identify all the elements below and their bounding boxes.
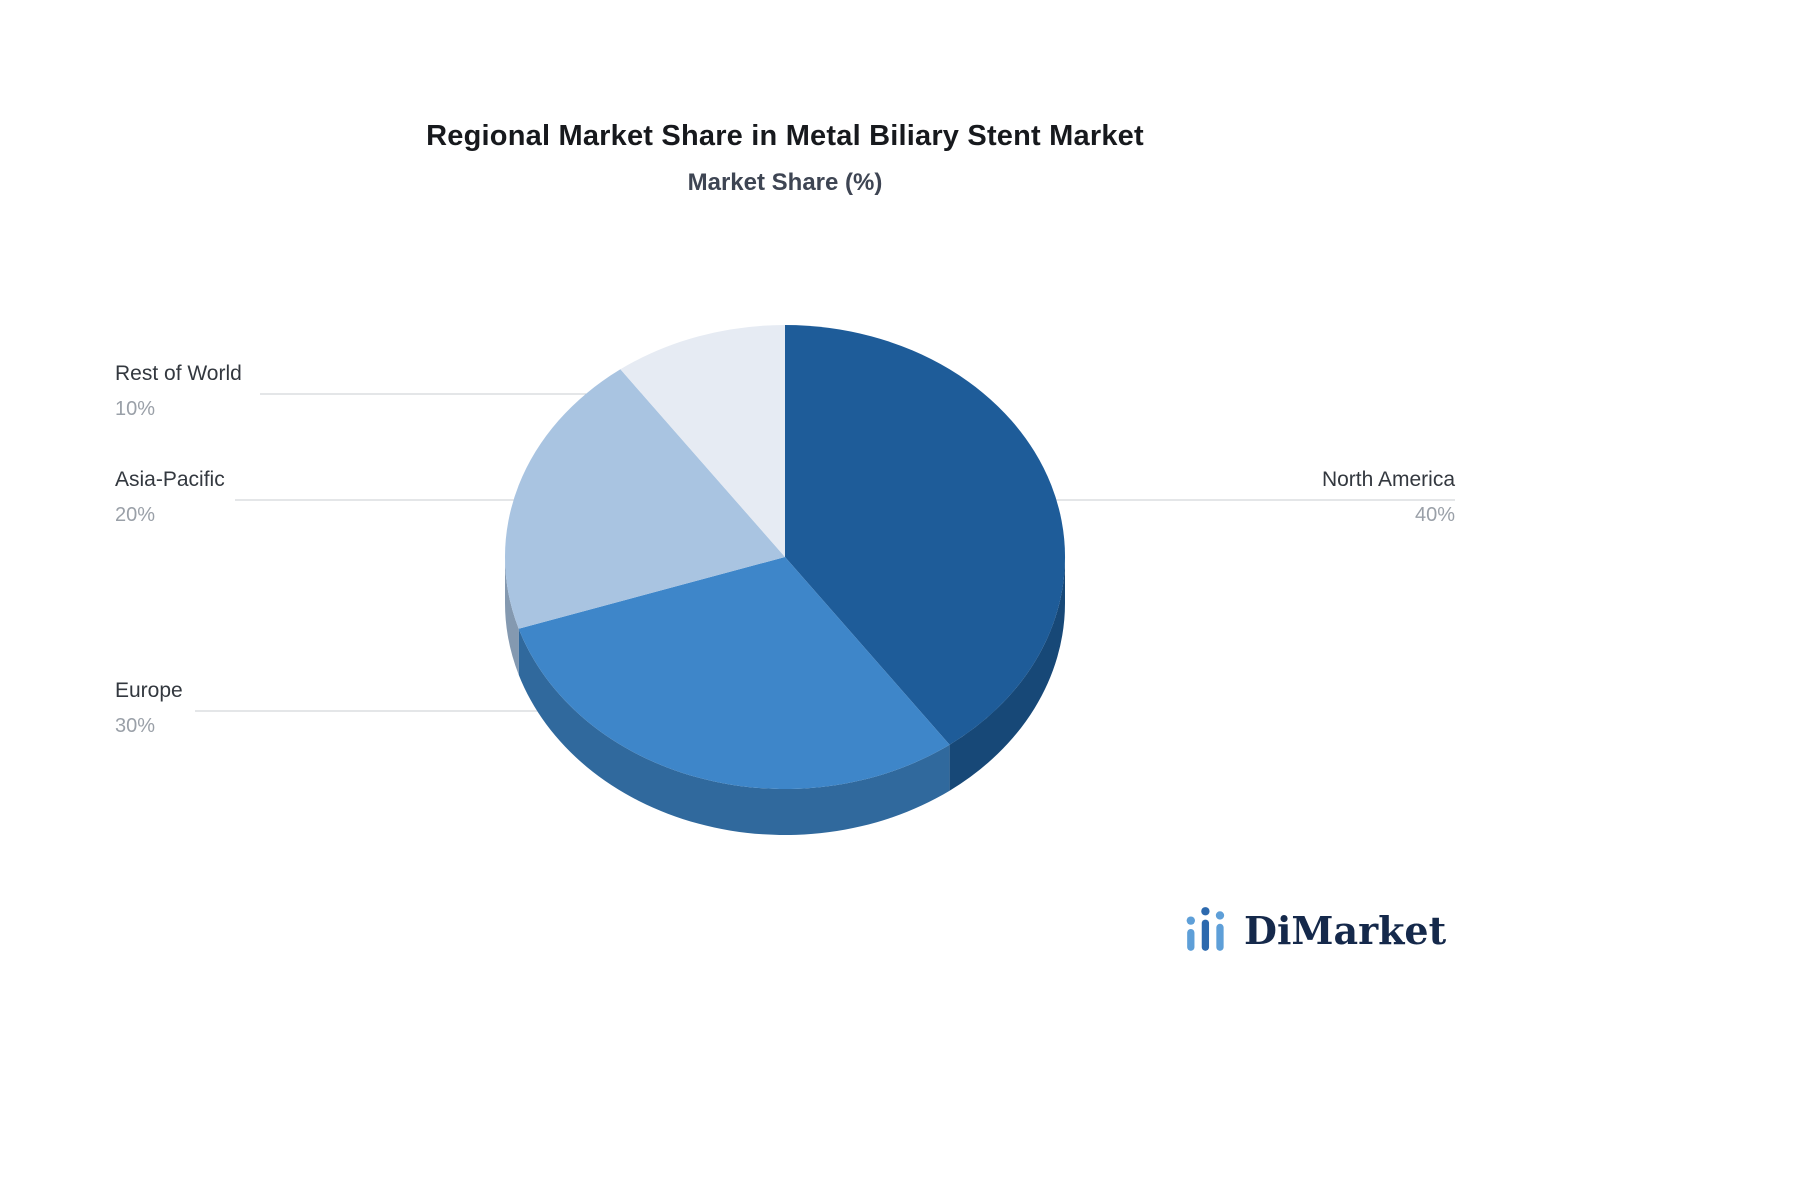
chart-title: Regional Market Share in Metal Biliary S… [426, 120, 1144, 152]
bar-chart-icon [1186, 907, 1225, 951]
slice-label: Asia-Pacific [115, 468, 225, 491]
dimarket-logo: DiMarket [1185, 905, 1446, 955]
pie-slice-side [518, 628, 950, 836]
slice-value: 20% [115, 504, 156, 526]
pie-slice-side [949, 557, 1065, 791]
pie-slice[interactable] [504, 369, 785, 629]
callout-north-america: North America 40% [1322, 469, 1455, 525]
pie-slice[interactable] [785, 325, 1066, 745]
callout-europe: Europe 30% [115, 680, 183, 736]
slice-label: Europe [115, 679, 183, 702]
pie-slice-side [505, 557, 519, 675]
slice-label: Rest of World [115, 362, 242, 385]
pie-slices [504, 325, 1066, 836]
slice-value: 40% [1414, 504, 1455, 526]
chart-subtitle: Market Share (%) [687, 169, 883, 196]
slice-value: 30% [115, 715, 156, 737]
logo-text: DiMarket [1244, 907, 1447, 953]
slice-label: North America [1321, 468, 1455, 491]
callout-rest-of-world: Rest of World 10% [115, 363, 242, 419]
slice-value: 10% [115, 398, 156, 420]
callout-asia-pacific: Asia-Pacific 20% [115, 469, 225, 525]
pie-slice[interactable] [620, 325, 785, 557]
pie-slice[interactable] [518, 557, 950, 790]
